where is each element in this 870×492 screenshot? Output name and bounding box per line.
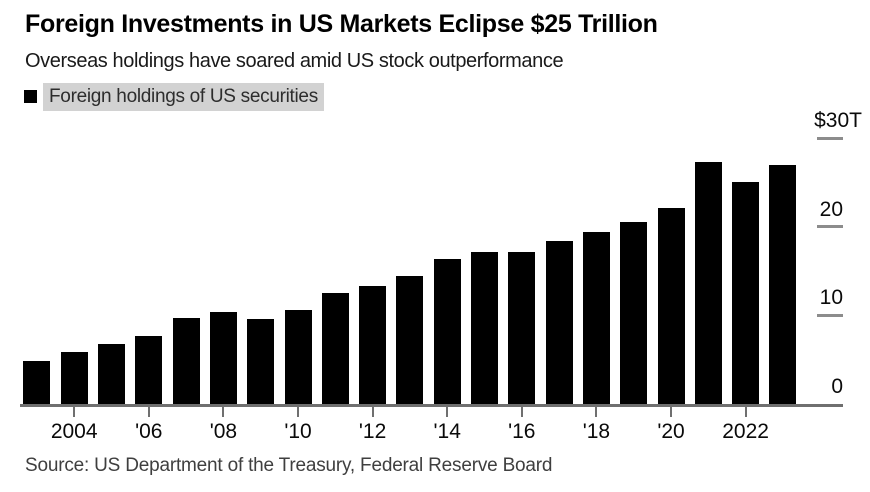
x-tick-label-2016: '16 xyxy=(508,420,536,443)
bar-2019 xyxy=(620,222,648,404)
bar-2011 xyxy=(321,293,349,404)
x-tick-label-2014: '14 xyxy=(433,420,461,443)
x-tick-mark-2022 xyxy=(744,406,747,417)
bar-2004 xyxy=(60,351,88,404)
x-tick-mark-2012 xyxy=(371,406,374,417)
x-tick-mark-2010 xyxy=(297,406,299,417)
bar-2013 xyxy=(396,276,424,404)
legend-label: Foreign holdings of US securities xyxy=(43,82,324,111)
y-tick-label-20: 20 xyxy=(819,197,843,221)
x-tick-label-2006: '06 xyxy=(135,420,163,443)
bar-2009 xyxy=(247,318,275,404)
page-subtitle: Overseas holdings have soared amid US st… xyxy=(25,50,564,72)
x-tick-label-2008: '08 xyxy=(209,420,238,443)
bar-2022 xyxy=(732,182,760,404)
y-tick-mark-20 xyxy=(817,225,843,229)
bar-2005 xyxy=(98,343,125,404)
x-tick-label-2012: '12 xyxy=(358,420,387,443)
x-tick-label-2018: '18 xyxy=(582,420,611,443)
source-note: Source: US Department of the Treasury, F… xyxy=(25,455,553,476)
x-tick-label-2004: 2004 xyxy=(50,420,98,443)
y-tick-mark-30 xyxy=(817,136,843,140)
bar-2016 xyxy=(508,252,536,404)
x-tick-mark-2004 xyxy=(73,406,76,417)
x-tick-mark-2020 xyxy=(670,406,672,417)
bar-2006 xyxy=(135,335,163,404)
x-tick-mark-2008 xyxy=(222,406,225,417)
x-tick-mark-2006 xyxy=(147,406,150,417)
bar-2012 xyxy=(359,286,387,404)
legend-swatch-icon xyxy=(24,90,37,103)
x-tick-mark-2014 xyxy=(446,406,449,417)
bar-2017 xyxy=(545,240,573,404)
x-tick-label-2022: 2022 xyxy=(722,420,769,443)
y-tick-label-0: 0 xyxy=(831,375,843,398)
bar-2003 xyxy=(23,360,51,404)
bar-2014 xyxy=(433,259,461,404)
bar-2020 xyxy=(657,208,685,404)
bar-2007 xyxy=(172,317,200,404)
bar-2021 xyxy=(694,161,722,404)
x-tick-label-2010: '10 xyxy=(284,420,312,443)
bar-2023 xyxy=(769,165,797,404)
x-tick-mark-2018 xyxy=(595,406,598,417)
x-tick-mark-2016 xyxy=(520,406,523,417)
x-tick-label-2020: '20 xyxy=(657,420,685,443)
bar-2018 xyxy=(582,231,610,404)
bar-2015 xyxy=(471,252,498,404)
y-tick-label-30: $30T xyxy=(814,109,862,132)
page-title: Foreign Investments in US Markets Eclips… xyxy=(25,10,658,38)
bar-2010 xyxy=(284,310,312,404)
x-axis-line xyxy=(20,404,843,407)
y-tick-label-10: 10 xyxy=(819,286,843,310)
y-tick-mark-10 xyxy=(817,313,843,317)
legend: Foreign holdings of US securities xyxy=(24,82,324,111)
bar-2008 xyxy=(209,311,237,404)
